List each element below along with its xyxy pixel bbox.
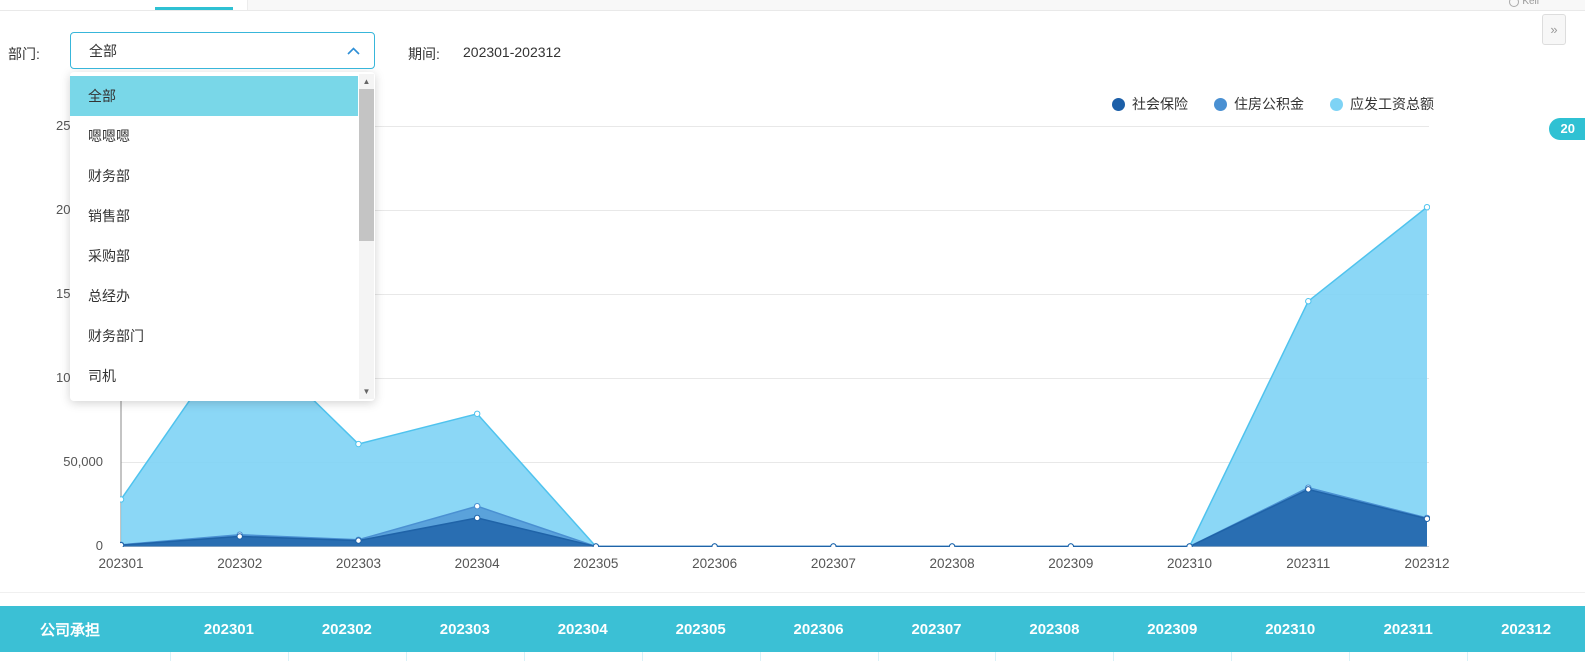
x-axis-label: 202309 xyxy=(1048,556,1094,571)
tab-bar-background xyxy=(247,0,1585,10)
table-header-cell: 202303 xyxy=(439,620,490,638)
dropdown-option[interactable]: 全部 xyxy=(70,76,358,116)
table-cell xyxy=(641,652,760,661)
x-axis-label: 202304 xyxy=(454,556,500,571)
table-cell xyxy=(877,652,996,661)
table-row-label: 公司承担 xyxy=(40,621,101,639)
collapse-panel-button[interactable]: » xyxy=(1542,14,1566,45)
table-header-cell: 202304 xyxy=(557,620,608,638)
x-axis-label: 202307 xyxy=(810,556,856,571)
year-badge: 20 xyxy=(1548,118,1585,140)
x-axis-label: 202312 xyxy=(1404,556,1450,571)
legend-item[interactable]: 住房公积金 xyxy=(1214,94,1304,114)
table-header-cell: 202308 xyxy=(1029,620,1080,638)
table-cell xyxy=(759,652,878,661)
table-header-cell: 202301 xyxy=(203,620,254,638)
legend-item[interactable]: 应发工资总额 xyxy=(1330,94,1434,114)
table-cell xyxy=(287,652,406,661)
legend-label: 社会保险 xyxy=(1132,96,1188,112)
legend-label: 应发工资总额 xyxy=(1350,96,1434,112)
period-label: 期间: xyxy=(408,46,440,62)
chevron-up-icon xyxy=(347,46,360,55)
dropdown-option[interactable]: 司机 xyxy=(88,368,116,384)
department-select-value: 全部 xyxy=(89,42,117,59)
x-axis-label: 202306 xyxy=(692,556,738,571)
company-burden-table: 公司承担 202301 202302 202303 202304 202305 202306… xyxy=(0,606,1585,661)
scroll-up-icon[interactable]: ▲ xyxy=(362,77,371,86)
x-axis-label: 202311 xyxy=(1286,556,1331,571)
x-axis-label: 202303 xyxy=(335,556,381,571)
table-header-cell: 202307 xyxy=(911,620,962,638)
table-cell xyxy=(170,652,288,661)
table-cell xyxy=(523,652,642,661)
chart-plot[interactable] xyxy=(120,126,1430,547)
dropdown-scrollbar[interactable]: ▲ ▼ xyxy=(359,74,374,399)
user-icon xyxy=(1509,0,1520,7)
table-cell xyxy=(0,652,170,661)
legend-item[interactable]: 社会保险 xyxy=(1112,94,1188,114)
table-header-cell: 202311 xyxy=(1383,620,1433,638)
department-select[interactable]: 全部 xyxy=(70,32,375,69)
dropdown-option[interactable]: 嗯嗯嗯 xyxy=(88,128,130,144)
top-tab-bar xyxy=(0,0,1585,11)
user-name-text: Kell xyxy=(1522,0,1539,7)
table-body-row xyxy=(0,652,1585,661)
legend-dot-icon xyxy=(1330,97,1343,111)
table-header-cell: 202312 xyxy=(1501,620,1552,638)
table-cell xyxy=(405,652,524,661)
department-dropdown: 全部嗯嗯嗯财务部销售部采购部总经办财务部门司机 ▲ ▼ xyxy=(70,72,375,401)
dropdown-option[interactable]: 销售部 xyxy=(88,208,130,224)
user-label[interactable]: Kell xyxy=(1509,0,1539,7)
department-label: 部门: xyxy=(8,46,40,62)
dropdown-option-list: 全部嗯嗯嗯财务部销售部采购部总经办财务部门司机 xyxy=(70,72,375,396)
dropdown-option[interactable]: 财务部 xyxy=(88,168,130,184)
legend-dot-icon xyxy=(1214,97,1227,111)
dropdown-option[interactable]: 财务部门 xyxy=(88,328,144,344)
x-axis-label: 202302 xyxy=(217,556,263,571)
section-divider xyxy=(0,592,1585,593)
table-cell xyxy=(1349,652,1467,661)
x-axis-label: 202310 xyxy=(1167,556,1213,571)
table-cell xyxy=(1467,652,1585,661)
scrollbar-thumb[interactable] xyxy=(359,89,374,241)
legend-label: 住房公积金 xyxy=(1234,96,1304,112)
table-header-cell: 202305 xyxy=(675,620,726,638)
dropdown-option[interactable]: 采购部 xyxy=(88,248,130,264)
y-axis-label: 0 xyxy=(95,538,103,553)
x-axis-label: 202305 xyxy=(573,556,619,571)
table-header-cell: 202306 xyxy=(793,620,844,638)
active-tab-indicator xyxy=(155,7,233,10)
table-cell xyxy=(1231,652,1349,661)
table-header-cell: 202310 xyxy=(1265,620,1316,638)
period-value: 202301-202312 xyxy=(463,44,562,60)
x-axis-label: 202308 xyxy=(929,556,975,571)
chart-legend: 社会保险 住房公积金 应发工资总额 xyxy=(1112,94,1434,114)
table-header-row: 公司承担 202301 202302 202303 202304 202305 202306… xyxy=(0,606,1585,652)
legend-dot-icon xyxy=(1112,97,1125,111)
table-header-cell: 202309 xyxy=(1147,620,1198,638)
scroll-down-icon[interactable]: ▼ xyxy=(362,387,371,396)
table-cell xyxy=(995,652,1113,661)
y-axis-label: 50,000 xyxy=(63,454,103,469)
x-axis-label: 202301 xyxy=(98,556,144,571)
table-header-cell: 202302 xyxy=(321,620,372,638)
table-cell xyxy=(1113,652,1231,661)
dropdown-option[interactable]: 总经办 xyxy=(88,288,130,304)
